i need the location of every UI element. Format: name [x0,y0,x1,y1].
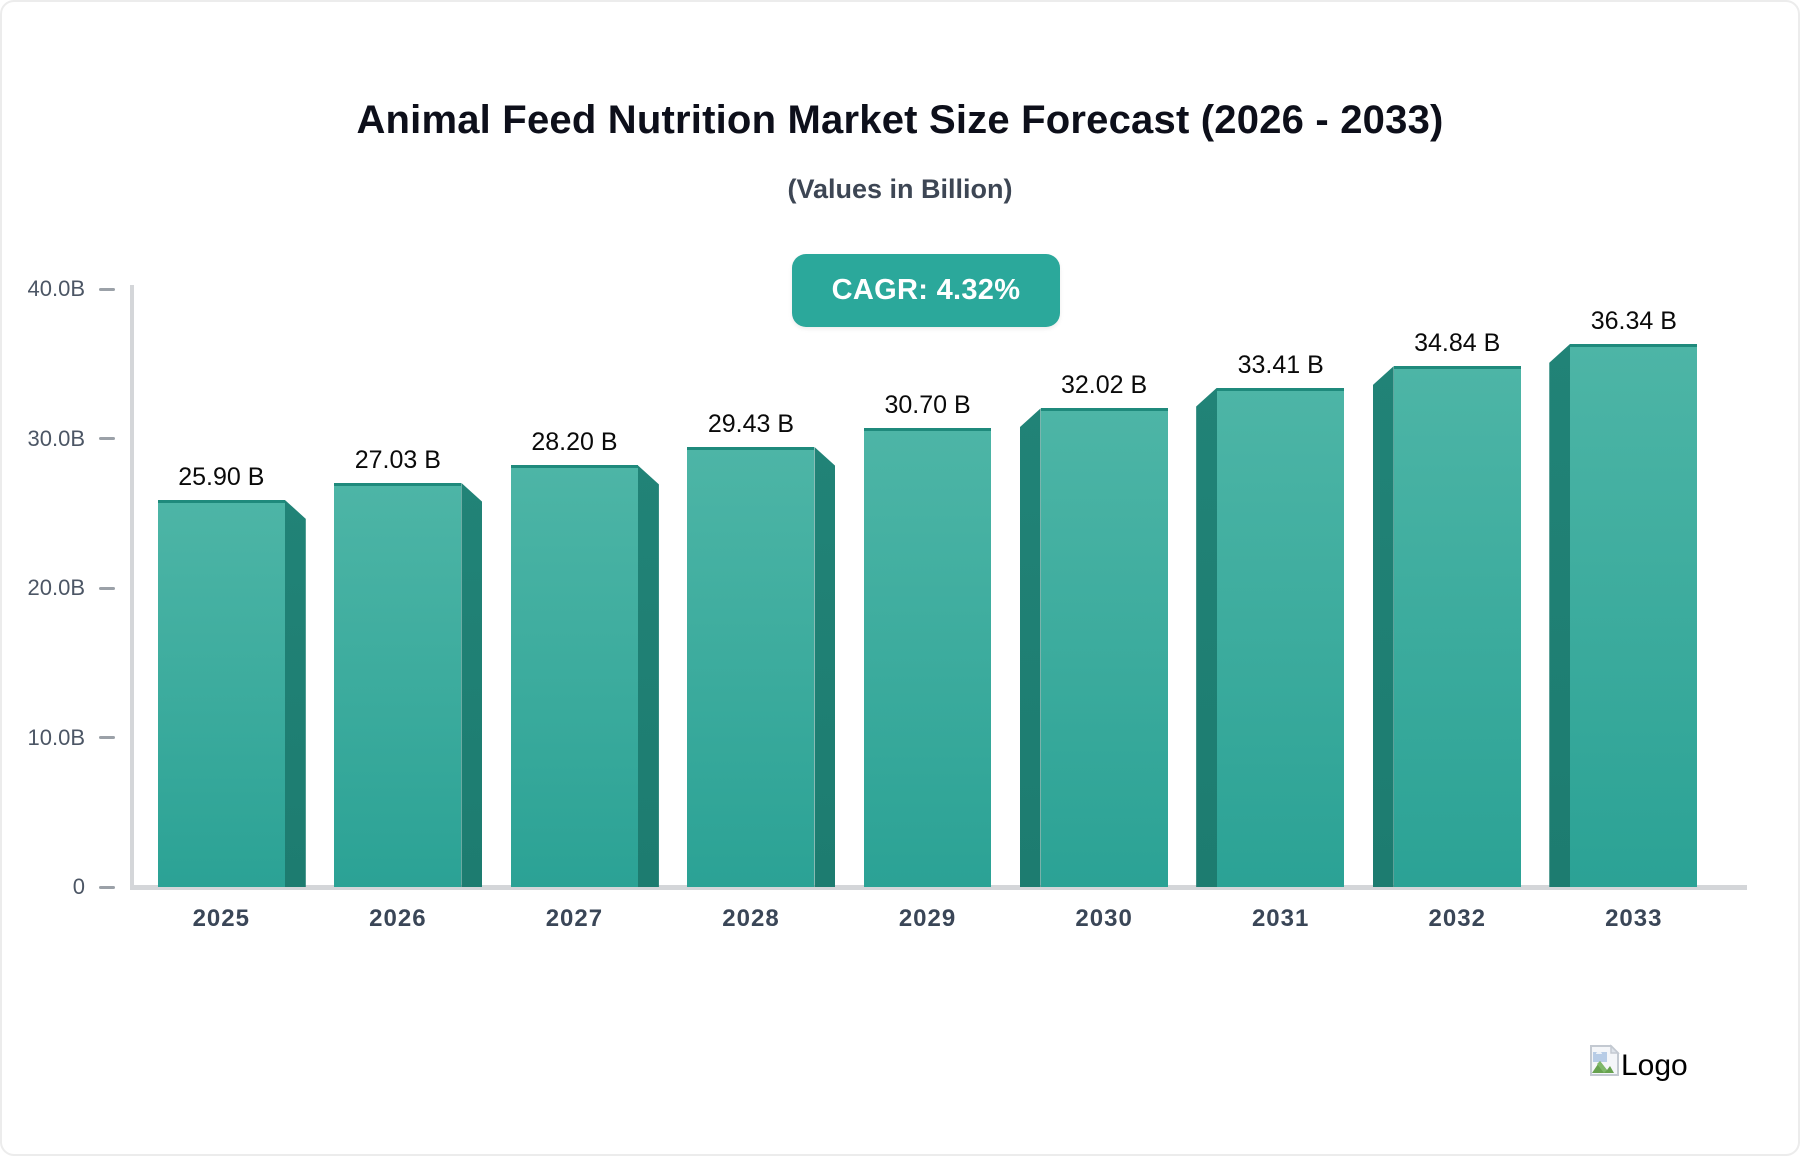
broken-image-icon [1588,1044,1621,1082]
bar-3d-side-face [284,499,306,887]
x-axis-line [130,885,1747,890]
bar-value-label: 34.84 B [1414,329,1501,358]
bar-3d-side-face [461,482,483,887]
bar-3d-side-face [1372,366,1394,887]
x-tick-label: 2028 [722,905,780,932]
bar: 30.70 B [864,391,992,887]
x-tick-label: 2030 [1075,905,1133,932]
bar-group: 30.70 B 2029 [839,289,1016,932]
bar-group: 32.02 B 2030 [1016,289,1193,932]
y-axis: 40.0B 30.0B 20.0B 10.0B 0 [2,276,133,899]
x-tick-label: 2025 [192,905,250,932]
bar-3d-side-face [814,447,836,887]
bar-group: 36.34 B 2033 [1546,289,1723,932]
x-tick-label: 2029 [898,905,957,932]
bar-value-label: 33.41 B [1237,350,1324,379]
bar-group: 27.03 B 2026 [310,289,487,932]
bar-value-label: 30.70 B [884,391,971,419]
bar-front-face [864,428,992,887]
bar-front-face [1217,387,1345,887]
bar: 28.20 B [510,428,659,887]
bar-front-face [510,465,638,887]
x-tick-label: 2032 [1428,905,1486,932]
logo-alt-text: Logo [1621,1049,1688,1082]
cagr-badge: CAGR: 4.32% [792,254,1060,327]
y-tick-mark [99,437,115,440]
y-tick-label: 10.0B [27,724,86,750]
x-tick-label: 2026 [369,905,427,932]
y-tick-label: 40.0B [27,276,86,301]
bar-front-face [157,499,285,887]
bars-row: 25.90 B 2025 27.03 B 2026 28.20 B 2027 [133,289,1723,932]
bar-value-label: 28.20 B [531,428,618,457]
y-axis-line [130,285,134,890]
bar: 36.34 B [1549,307,1698,887]
x-tick-label: 2031 [1251,905,1310,932]
bar-3d-side-face [637,465,659,887]
bar-front-face [334,482,462,887]
x-tick-label: 2027 [545,905,604,932]
bar-front-face [1393,366,1521,887]
y-tick-label: 30.0B [27,425,86,451]
cagr-badge-label: CAGR: 4.32% [831,274,1021,306]
chart-subtitle: (Values in Billion) [787,174,1013,204]
bar: 33.41 B [1196,351,1345,887]
y-tick-label: 20.0B [27,575,86,600]
bar-group: 25.90 B 2025 [133,289,310,932]
bar: 25.90 B [157,463,306,887]
bar-value-label: 32.02 B [1061,371,1148,400]
bar-front-face [687,447,815,887]
x-tick-label: 2033 [1605,905,1663,932]
bar-3d-side-face [1019,408,1041,887]
bar: 27.03 B [334,446,483,887]
bar-group: 28.20 B 2027 [486,289,663,932]
bar-3d-side-face [1549,343,1571,887]
y-tick-label: 0 [72,874,85,899]
chart-title: Animal Feed Nutrition Market Size Foreca… [356,98,1444,142]
bar: 29.43 B [687,410,836,887]
bar: 34.84 B [1372,329,1521,887]
y-tick-mark [99,736,115,739]
bar-value-label: 27.03 B [354,445,441,474]
bar-front-face [1570,343,1698,887]
bar-value-label: 29.43 B [707,410,795,438]
bar-group: 33.41 B 2031 [1192,289,1369,932]
bar-group: 34.84 B 2032 [1369,289,1546,932]
logo: Logo [1588,1044,1688,1088]
y-tick-mark [99,287,115,291]
bar: 32.02 B [1019,371,1168,887]
y-tick-mark [99,885,115,889]
y-tick-mark [99,586,115,590]
bar-3d-side-face [1196,387,1218,887]
bar-front-face [1040,408,1168,887]
bar-value-label: 36.34 B [1590,306,1677,335]
bar-value-label: 25.90 B [178,462,265,491]
bar-group: 29.43 B 2028 [663,289,840,932]
